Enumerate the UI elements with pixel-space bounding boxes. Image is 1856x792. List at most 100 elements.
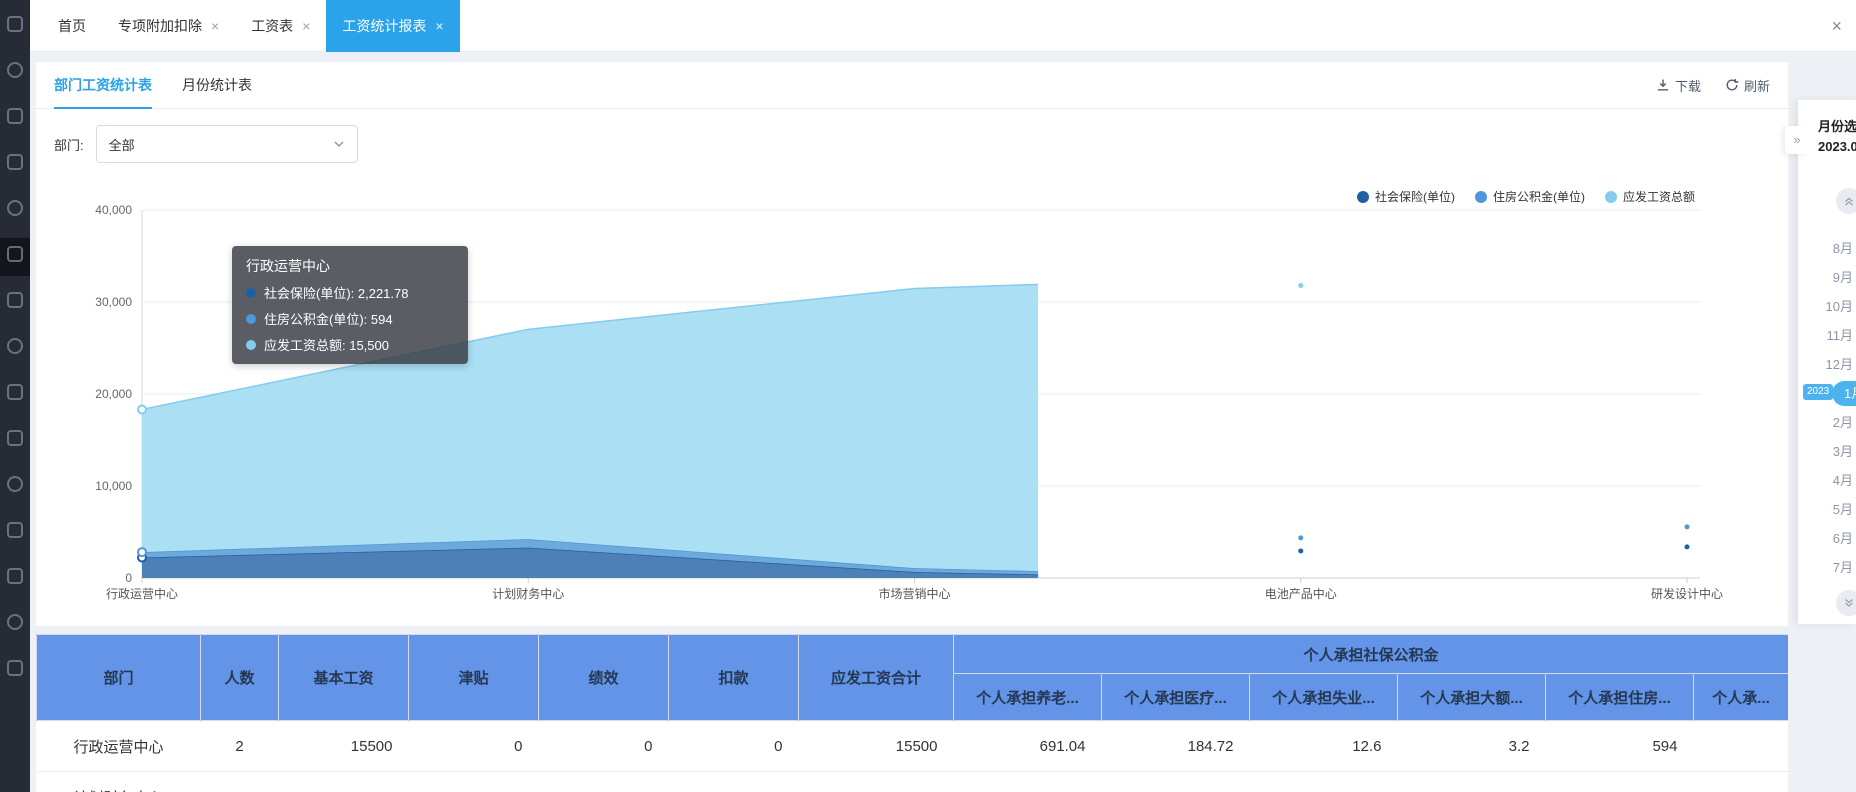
subtab-label: 月份统计表	[182, 77, 252, 93]
month-item[interactable]: 6月	[1832, 531, 1853, 546]
filter-row: 部门: 全部	[36, 109, 1788, 163]
table-cell: 计划财务中心	[36, 771, 201, 792]
tab-label: 专项附加扣除	[118, 17, 202, 34]
report-panel: 部门工资统计表 月份统计表 下载 刷新 部门: 全部 社会保险(单位) 住房公积金…	[36, 62, 1788, 626]
data-point-icon[interactable]	[1684, 544, 1690, 550]
tooltip-series-dot-icon	[246, 339, 256, 350]
close-all-icon[interactable]: ×	[1831, 16, 1842, 36]
sidebar-icon[interactable]	[7, 246, 23, 262]
month-item[interactable]: 20231月	[1798, 379, 1856, 408]
column-header: 绩效	[538, 634, 669, 721]
sub-column-header: 个人承担养老...	[953, 673, 1102, 721]
table-cell: 1036.56	[953, 771, 1102, 792]
chevron-down-icon	[334, 141, 344, 147]
legend-item[interactable]: 住房公积金(单位)	[1474, 188, 1585, 205]
tab-label: 工资统计报表	[342, 17, 427, 34]
sidebar-icon[interactable]	[7, 154, 23, 170]
tab-salary-report[interactable]: 工资统计报表 ×	[326, 0, 460, 52]
sub-column-header: 个人承担失业...	[1249, 673, 1398, 721]
sidebar-icon[interactable]	[7, 660, 23, 676]
data-point-icon[interactable]	[1684, 524, 1690, 530]
legend-item[interactable]: 社会保险(单位)	[1356, 188, 1455, 205]
table-cell: 行政运营中心	[36, 720, 201, 772]
close-tab-icon[interactable]: ×	[435, 17, 444, 34]
sub-column-header: 个人承担住房...	[1545, 673, 1694, 721]
scroll-down-button[interactable]	[1836, 590, 1856, 616]
download-icon	[1657, 79, 1669, 91]
table-cell: 0	[668, 771, 799, 792]
tab-special-deduction[interactable]: 专项附加扣除 ×	[102, 0, 235, 52]
table-cell: 4.8	[1397, 771, 1546, 792]
chevron-double-down-icon	[1845, 599, 1853, 607]
sidebar-icon[interactable]	[7, 476, 23, 492]
table-cell: 3.2	[1397, 720, 1546, 772]
tooltip-text: 应发工资总额: 15,500	[264, 338, 389, 353]
series-line	[141, 546, 1039, 576]
hover-point-icon[interactable]	[137, 547, 147, 558]
table-cell	[1693, 771, 1788, 792]
sidebar-icon[interactable]	[7, 62, 23, 78]
sidebar-icon[interactable]	[7, 200, 23, 216]
sidebar-active-item[interactable]	[0, 238, 30, 276]
refresh-label: 刷新	[1743, 78, 1770, 94]
month-item[interactable]: 4月	[1832, 473, 1853, 488]
month-item[interactable]: 11月	[1826, 328, 1854, 343]
close-tab-icon[interactable]: ×	[302, 17, 311, 34]
series-line	[141, 283, 1039, 411]
column-header: 扣款	[668, 634, 799, 721]
month-item[interactable]: 7月	[1832, 560, 1853, 575]
y-axis-label: 30,000	[95, 295, 132, 309]
data-point-icon[interactable]	[1298, 282, 1304, 288]
tab-home[interactable]: 首页	[42, 0, 102, 52]
scroll-up-button[interactable]	[1836, 188, 1856, 214]
table-cell: 691.04	[953, 720, 1102, 772]
month-item[interactable]: 3月	[1832, 444, 1853, 459]
collapse-panel-icon[interactable]: »	[1785, 126, 1809, 154]
year-badge: 2023	[1803, 384, 1834, 400]
table-cell: 38.23	[1249, 771, 1398, 792]
sidebar-icon[interactable]	[7, 522, 23, 538]
sidebar-icon[interactable]	[7, 430, 23, 446]
sidebar-icon[interactable]	[7, 338, 23, 354]
table-cell: 3	[200, 771, 279, 792]
legend-dot-icon	[1356, 190, 1369, 203]
subtab-department-salary[interactable]: 部门工资统计表	[54, 62, 152, 109]
table-cell: 277.08	[1101, 771, 1250, 792]
month-item[interactable]: 9月	[1832, 270, 1853, 285]
tooltip-series-dot-icon	[246, 313, 256, 324]
refresh-button[interactable]: 刷新	[1725, 76, 1770, 95]
hover-point-icon[interactable]	[137, 404, 147, 415]
month-item[interactable]: 10月	[1825, 299, 1853, 314]
close-tab-icon[interactable]: ×	[211, 17, 220, 34]
month-item[interactable]: 5月	[1832, 502, 1853, 517]
area-layer	[142, 547, 1039, 578]
sidebar-icon[interactable]	[7, 108, 23, 124]
chevron-double-up-icon	[1845, 197, 1853, 206]
table-row[interactable]: 行政运营中心 2 15500 0 0 0 15500 691.04 184.72 12.6 3.2 5…	[36, 720, 1788, 772]
month-item[interactable]: 2月	[1832, 415, 1853, 430]
department-select[interactable]: 全部	[95, 125, 358, 163]
sidebar-icon[interactable]	[7, 614, 23, 630]
tooltip-series-dot-icon	[246, 287, 256, 298]
data-point-icon[interactable]	[1298, 548, 1304, 554]
sidebar-icon[interactable]	[7, 16, 23, 32]
salary-area-chart[interactable]: 社会保险(单位) 住房公积金(单位) 应发工资总额 0 10,000 20,000 30,…	[36, 182, 1788, 626]
subtab-monthly[interactable]: 月份统计表	[182, 62, 252, 108]
table-cell: 184.72	[1101, 720, 1250, 772]
sidebar-icon[interactable]	[7, 384, 23, 400]
month-item[interactable]: 12月	[1825, 357, 1853, 372]
column-header: 津贴	[408, 634, 539, 721]
y-axis-label: 10,000	[95, 479, 132, 493]
x-axis-label: 行政运营中心	[106, 586, 178, 601]
sidebar-icon[interactable]	[7, 292, 23, 308]
month-item[interactable]: 8月	[1832, 241, 1853, 256]
tab-salary-sheet[interactable]: 工资表 ×	[235, 0, 326, 52]
download-button[interactable]: 下载	[1656, 76, 1701, 95]
table-row[interactable]: 计划财务中心322800000228001036.56277.0838.234.…	[36, 771, 1788, 792]
legend-item[interactable]: 应发工资总额	[1604, 188, 1695, 205]
sidebar-icon[interactable]	[7, 568, 23, 584]
selected-month-pill[interactable]: 1月	[1832, 381, 1856, 406]
department-filter-label: 部门:	[54, 137, 84, 153]
data-point-icon[interactable]	[1298, 535, 1304, 541]
